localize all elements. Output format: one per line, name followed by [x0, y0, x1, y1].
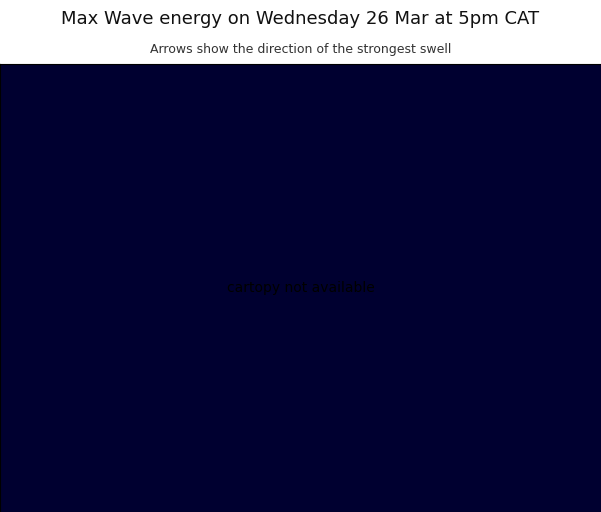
Text: Max Wave energy on Wednesday 26 Mar at 5pm CAT: Max Wave energy on Wednesday 26 Mar at 5…: [61, 10, 540, 28]
Text: cartopy not available: cartopy not available: [227, 281, 374, 295]
Text: Arrows show the direction of the strongest swell: Arrows show the direction of the stronge…: [150, 44, 451, 56]
